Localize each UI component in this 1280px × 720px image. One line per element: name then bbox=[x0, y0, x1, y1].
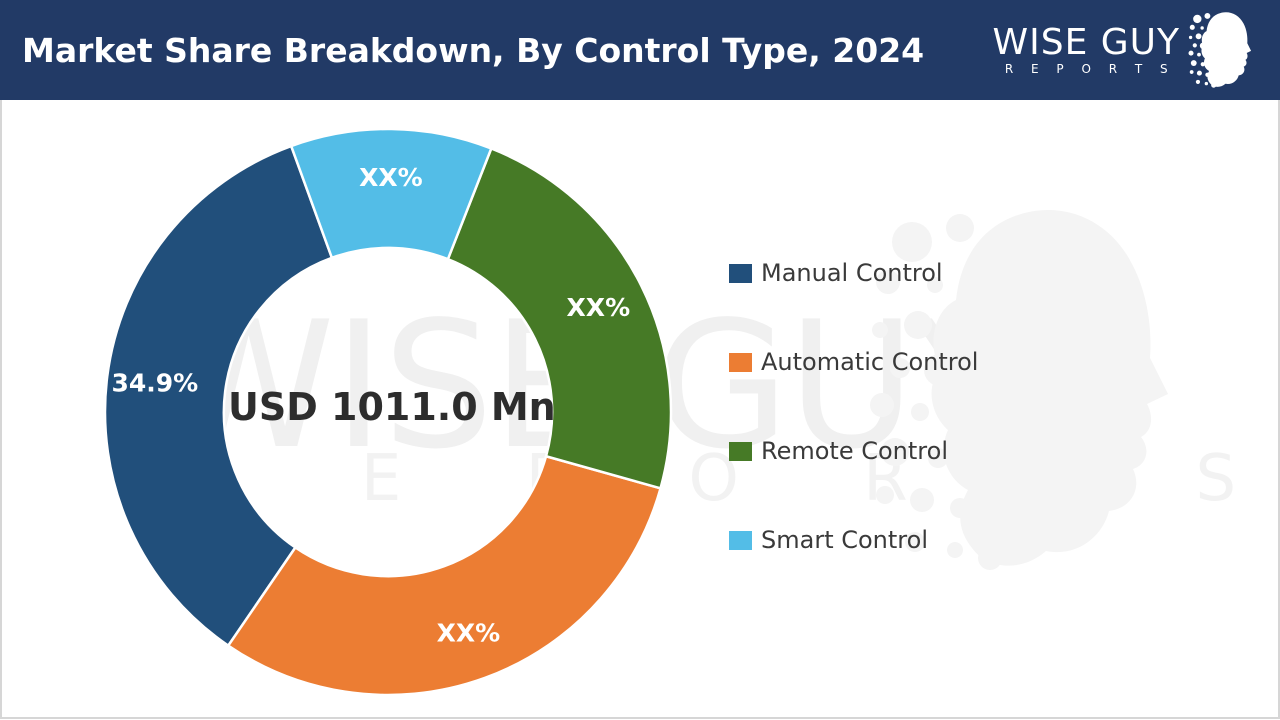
dotted-head-icon bbox=[1188, 12, 1252, 88]
head-dot bbox=[1200, 26, 1204, 30]
head-dot bbox=[876, 486, 894, 504]
head-dot bbox=[1207, 61, 1214, 69]
logo-text: WISE GUY R E P O R T S bbox=[992, 21, 1181, 77]
head-dot bbox=[978, 546, 1002, 570]
header: Market Share Breakdown, By Control Type,… bbox=[0, 0, 1280, 100]
head-dot bbox=[1012, 222, 1028, 238]
head-dot bbox=[890, 358, 910, 378]
donut-segment-manual-control bbox=[103, 144, 334, 647]
head-dot bbox=[1211, 82, 1217, 88]
head-dot bbox=[904, 311, 932, 339]
legend-swatch-automatic-control bbox=[729, 352, 752, 372]
segment-share-label: XX% bbox=[359, 163, 423, 192]
head-dot bbox=[1008, 383, 1022, 397]
head-dot bbox=[872, 322, 888, 338]
legend-swatch-smart-control bbox=[729, 530, 752, 550]
head-dot bbox=[870, 393, 894, 417]
head-dot bbox=[990, 240, 1010, 260]
watermark-dotted-head-icon bbox=[870, 209, 1168, 570]
head-dot bbox=[1005, 288, 1019, 302]
legend-item-automatic-control: Automatic Control bbox=[729, 348, 978, 376]
head-dot bbox=[1205, 35, 1209, 40]
head-dot bbox=[1212, 36, 1218, 43]
chart-area: WISE GUY R E P O R T S 34.9% XX% XX% XX% US… bbox=[0, 100, 1280, 719]
head-dot bbox=[1195, 79, 1201, 85]
head-dot bbox=[946, 214, 974, 242]
donut-segment-automatic-control bbox=[227, 455, 662, 697]
legend-label: Remote Control bbox=[761, 437, 948, 465]
head-dot bbox=[927, 277, 943, 293]
head-silhouette bbox=[1201, 12, 1252, 87]
head-dot bbox=[1205, 72, 1210, 77]
head-dot bbox=[949, 323, 967, 341]
legend-label: Manual Control bbox=[761, 259, 943, 287]
donut-segment-remote-control bbox=[446, 147, 673, 490]
head-dot bbox=[1213, 18, 1218, 23]
head-dot bbox=[910, 488, 934, 512]
head-dot bbox=[990, 410, 1010, 430]
logo-subtitle: R E P O R T S bbox=[1004, 62, 1175, 77]
legend-item-manual-control: Manual Control bbox=[729, 259, 978, 287]
head-dot bbox=[892, 222, 932, 262]
head-dot bbox=[1189, 24, 1195, 30]
head-dot bbox=[1192, 43, 1197, 48]
head-dot bbox=[1190, 60, 1197, 66]
segment-share-label: XX% bbox=[437, 619, 501, 648]
head-dot bbox=[1209, 46, 1214, 50]
head-dot bbox=[1189, 70, 1194, 74]
head-dot bbox=[1204, 13, 1211, 19]
head-dot bbox=[876, 270, 900, 294]
head-dot bbox=[959, 446, 991, 478]
head-dot bbox=[881, 438, 909, 466]
head-dot bbox=[1195, 33, 1202, 40]
head-dot bbox=[1213, 54, 1218, 59]
donut-chart: 34.9% XX% XX% XX% bbox=[103, 127, 673, 697]
head-dot bbox=[946, 401, 974, 429]
head-dot bbox=[1196, 70, 1202, 76]
head-dot bbox=[928, 448, 948, 468]
head-dot bbox=[1218, 14, 1222, 19]
legend-swatch-manual-control bbox=[729, 263, 752, 283]
head-dot bbox=[1204, 81, 1209, 86]
segment-share-label: XX% bbox=[567, 293, 631, 322]
donut-segment-smart-control bbox=[289, 127, 493, 261]
head-dot bbox=[947, 542, 963, 558]
chart-legend: Manual Control Automatic Control Remote … bbox=[729, 259, 978, 554]
legend-swatch-remote-control bbox=[729, 441, 752, 461]
legend-item-remote-control: Remote Control bbox=[729, 437, 978, 465]
logo-wordmark: WISE GUY bbox=[992, 21, 1180, 63]
head-dot bbox=[1217, 48, 1221, 52]
head-dot bbox=[1216, 28, 1220, 32]
head-dot bbox=[1200, 62, 1205, 67]
segment-share-label: 34.9% bbox=[111, 368, 198, 397]
head-dot bbox=[950, 498, 970, 518]
head-dot bbox=[1207, 25, 1215, 32]
head-dot bbox=[1188, 50, 1194, 56]
head-silhouette bbox=[931, 209, 1168, 566]
head-dot bbox=[981, 498, 1009, 526]
head-dot bbox=[1188, 35, 1193, 40]
head-dot bbox=[972, 372, 988, 388]
head-dot bbox=[1211, 72, 1218, 79]
head-dot bbox=[905, 532, 925, 552]
chart-center-value: USD 1011.0 Mn bbox=[228, 385, 556, 429]
head-dot bbox=[911, 403, 929, 421]
head-dot bbox=[962, 272, 994, 304]
page-title: Market Share Breakdown, By Control Type,… bbox=[22, 30, 925, 70]
head-dot bbox=[1199, 42, 1207, 50]
legend-label: Automatic Control bbox=[761, 348, 979, 376]
legend-item-smart-control: Smart Control bbox=[729, 526, 978, 554]
legend-label: Smart Control bbox=[761, 526, 928, 554]
head-dot bbox=[983, 328, 1007, 352]
head-dot bbox=[1197, 52, 1201, 57]
wise-guy-reports-logo: WISE GUY R E P O R T S bbox=[993, 8, 1255, 92]
head-dot bbox=[1193, 14, 1202, 24]
head-dot bbox=[1204, 52, 1211, 59]
head-dot bbox=[924, 354, 956, 386]
